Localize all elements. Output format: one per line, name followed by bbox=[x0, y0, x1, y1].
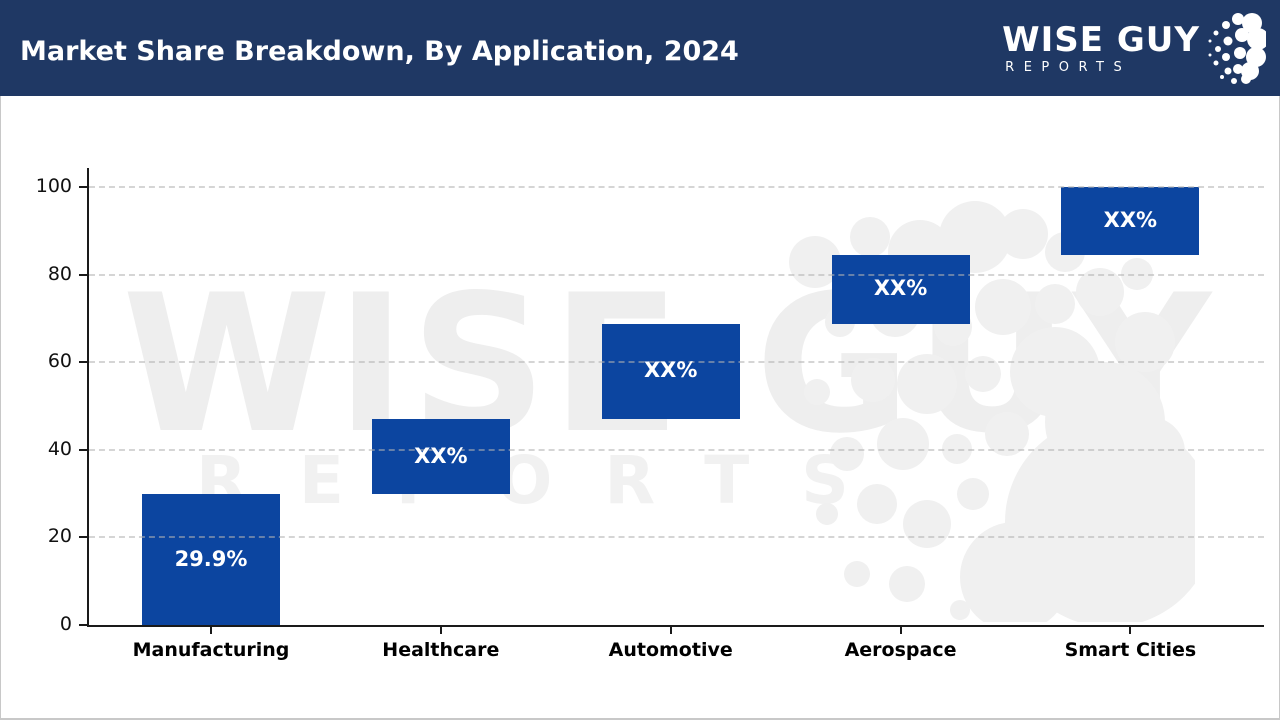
brand-logo-line1: WISE GUY bbox=[1002, 19, 1200, 60]
x-axis-tick bbox=[210, 627, 212, 634]
y-axis-tick bbox=[79, 624, 88, 626]
bar-aerospace bbox=[831, 254, 970, 324]
bar-value-label-aerospace: XX% bbox=[873, 276, 928, 301]
gridline-100 bbox=[89, 186, 1264, 188]
gridline-20 bbox=[89, 536, 1264, 539]
y-tick-label: 100 bbox=[35, 175, 72, 197]
x-category-label-automotive: Automotive bbox=[608, 639, 733, 661]
page-title: Market Share Breakdown, By Application, … bbox=[20, 36, 739, 67]
brand-logo-line2: REPORTS bbox=[1005, 59, 1132, 75]
x-category-label-smart-cities: Smart Cities bbox=[1064, 639, 1197, 661]
x-category-label-manufacturing: Manufacturing bbox=[132, 639, 290, 661]
bar-healthcare bbox=[371, 419, 510, 495]
y-tick-label: 40 bbox=[47, 437, 72, 460]
x-category-label-aerospace: Aerospace bbox=[844, 639, 957, 661]
bar-smart-cities bbox=[1061, 187, 1200, 255]
y-axis-tick bbox=[79, 536, 88, 539]
header-bar: Market Share Breakdown, By Application, … bbox=[0, 0, 1280, 96]
x-axis-tick bbox=[1129, 627, 1132, 634]
x-axis-line bbox=[87, 625, 1264, 627]
watermark-text-line2: REPORTS bbox=[196, 442, 901, 519]
bar-value-label-healthcare: XX% bbox=[414, 443, 468, 468]
bar-automotive bbox=[601, 323, 740, 420]
bar-value-label-smart-cities: XX% bbox=[1103, 207, 1158, 232]
y-axis-tick bbox=[79, 448, 88, 451]
gridline-60 bbox=[89, 361, 1264, 364]
bar-manufacturing bbox=[142, 494, 280, 625]
y-tick-label: 60 bbox=[47, 350, 72, 373]
y-axis-tick bbox=[79, 186, 88, 188]
y-axis-line bbox=[87, 168, 89, 627]
y-tick-label: 80 bbox=[47, 262, 72, 285]
x-axis-tick bbox=[669, 627, 672, 634]
gridline-80 bbox=[89, 273, 1264, 276]
x-axis-tick bbox=[439, 627, 442, 634]
bar-value-label-automotive: XX% bbox=[643, 358, 698, 383]
y-axis-tick bbox=[79, 273, 88, 276]
x-axis-tick bbox=[899, 627, 902, 634]
brand-logo-text: WISE GUY REPORTS bbox=[1002, 23, 1200, 74]
y-tick-label: 0 bbox=[59, 613, 72, 635]
y-axis-tick bbox=[79, 361, 88, 364]
y-tick-label: 20 bbox=[47, 525, 72, 548]
brand-logo-head-icon bbox=[1208, 13, 1266, 84]
bar-value-label-manufacturing: 29.9% bbox=[174, 546, 248, 571]
brand-logo: WISE GUY REPORTS bbox=[1002, 8, 1266, 88]
gridline-40 bbox=[89, 448, 1264, 451]
x-category-label-healthcare: Healthcare bbox=[382, 639, 500, 661]
